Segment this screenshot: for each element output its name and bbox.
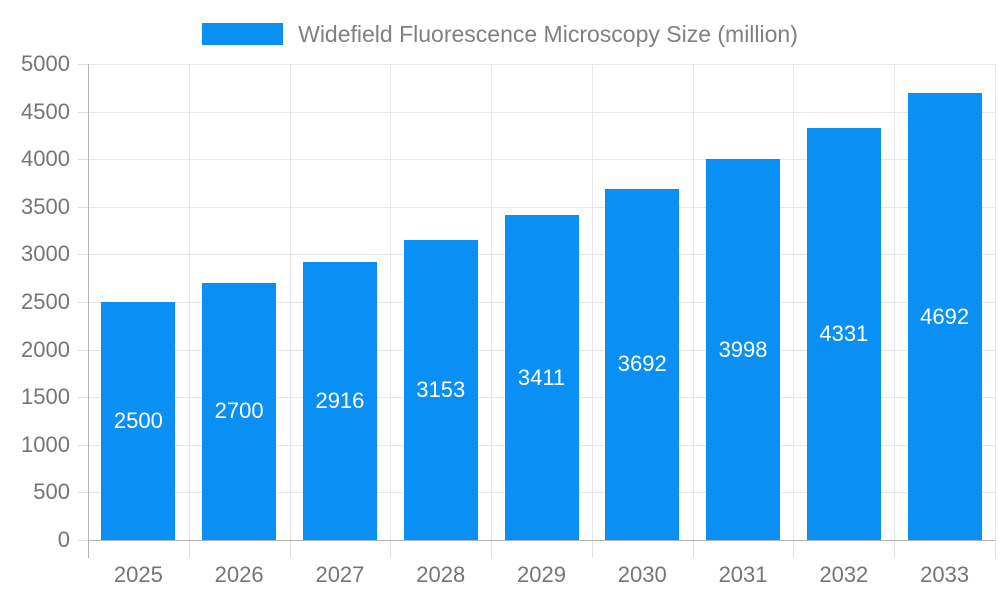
x-axis-label: 2028: [416, 562, 466, 587]
legend-item[interactable]: Widefield Fluorescence Microscopy Size (…: [0, 21, 1000, 47]
bar[interactable]: [101, 302, 176, 540]
legend-label: Widefield Fluorescence Microscopy Size (…: [298, 21, 798, 47]
bar[interactable]: [202, 282, 277, 540]
x-gridline: [390, 64, 392, 540]
y-tick: [78, 111, 88, 113]
bar-value-label: 2500: [113, 408, 163, 433]
x-tick: [591, 540, 593, 558]
x-tick: [995, 540, 996, 558]
y-axis-label: 4000: [21, 146, 70, 172]
x-gridline: [491, 64, 493, 540]
y-axis-label: 2000: [21, 336, 70, 362]
x-gridline: [188, 64, 190, 540]
x-axis-label: 2032: [819, 562, 869, 587]
bar[interactable]: [504, 215, 579, 540]
y-axis-label: 3000: [21, 241, 70, 267]
y-axis-label: 500: [33, 479, 70, 505]
x-axis-line: [88, 540, 995, 541]
y-axis-label: 4500: [21, 98, 70, 124]
x-gridline: [894, 64, 896, 540]
x-tick: [793, 540, 795, 558]
bar[interactable]: [605, 188, 680, 540]
y-tick: [78, 492, 88, 494]
bar-value-label: 2916: [315, 388, 365, 414]
bar-value-label: 4692: [920, 303, 970, 329]
bar[interactable]: [907, 93, 982, 540]
bar-value-label: 3153: [416, 376, 466, 402]
y-axis-label: 1500: [21, 384, 70, 410]
x-gridline: [995, 64, 996, 540]
x-axis-label: 2029: [517, 562, 566, 587]
y-axis-label: 5000: [21, 51, 70, 76]
y-tick: [78, 349, 88, 351]
y-tick: [78, 444, 88, 446]
legend-swatch: [202, 23, 284, 45]
x-axis-label: 2025: [113, 562, 163, 587]
y-tick: [78, 302, 88, 303]
x-gridline: [692, 64, 694, 540]
y-gridline: [88, 206, 995, 208]
bar-value-label: 4331: [819, 320, 869, 346]
x-gridline: [591, 64, 593, 540]
y-axis-line: [88, 64, 89, 558]
x-gridline: [289, 64, 291, 540]
bar[interactable]: [806, 127, 881, 540]
y-gridline: [88, 159, 995, 161]
x-axis-label: 2031: [718, 562, 768, 587]
y-axis-label: 3500: [21, 193, 70, 219]
y-tick: [78, 159, 88, 161]
x-gridline: [793, 64, 795, 540]
y-axis-label: 0: [57, 527, 70, 552]
y-axis-label: 1000: [21, 431, 70, 457]
y-tick: [78, 397, 88, 399]
y-gridline: [88, 111, 995, 113]
x-axis-label: 2027: [315, 562, 365, 587]
y-tick: [78, 540, 88, 541]
y-gridline: [88, 64, 995, 65]
x-axis-label: 2033: [920, 562, 970, 587]
x-tick: [491, 540, 493, 558]
plot-area: 0 500 1000 1500 2000 2500 3000 3500 4000 4500 5000…: [21, 51, 996, 587]
y-tick: [78, 64, 88, 65]
x-tick: [289, 540, 291, 558]
x-axis-label: 2030: [617, 562, 667, 587]
x-axis-label: 2026: [214, 562, 264, 587]
bar[interactable]: [302, 262, 377, 540]
bar-value-label: 3692: [617, 351, 667, 377]
bar-value-label: 3998: [718, 336, 768, 362]
bar-value-label: 2700: [214, 398, 264, 424]
bar[interactable]: [706, 159, 781, 540]
x-tick: [894, 540, 896, 558]
bar-value-label: 3411: [517, 364, 566, 390]
y-axis-label: 2500: [21, 289, 70, 314]
y-tick: [78, 206, 88, 208]
y-tick: [78, 254, 88, 256]
x-tick: [390, 540, 392, 558]
x-tick: [188, 540, 190, 558]
x-tick: [692, 540, 694, 558]
bar[interactable]: [403, 239, 478, 540]
